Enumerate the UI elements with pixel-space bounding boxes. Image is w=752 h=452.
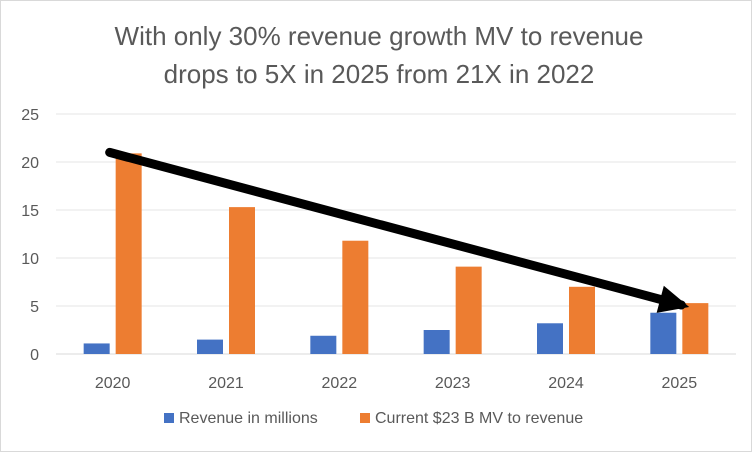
- bar-revenue-2020: [83, 343, 110, 354]
- x-tick-label: 2025: [662, 375, 698, 392]
- bars: [83, 153, 709, 354]
- legend-label-revenue: Revenue in millions: [179, 410, 318, 427]
- y-axis-ticks: 0 5 10 15 20 25: [21, 107, 39, 364]
- y-tick-label: 5: [30, 299, 39, 316]
- x-axis-ticks: 2020 2021 2022 2023 2024 2025: [95, 375, 697, 392]
- legend-swatch-mv-to-revenue: [360, 413, 370, 423]
- gridlines: [56, 113, 736, 355]
- x-tick-label: 2021: [208, 375, 244, 392]
- arrow-shaft: [105, 147, 686, 310]
- chart-title-line-1: With only 30% revenue growth MV to reven…: [115, 21, 644, 51]
- trend-arrow: [105, 147, 690, 313]
- y-tick-label: 15: [21, 203, 39, 220]
- bar-revenue-2021: [197, 339, 223, 354]
- legend: Revenue in millions Current $23 B MV to …: [164, 410, 583, 427]
- legend-label-mv-to-revenue: Current $23 B MV to revenue: [375, 410, 583, 427]
- x-tick-label: 2023: [435, 375, 471, 392]
- bar-revenue-2023: [423, 330, 450, 354]
- bar-revenue-2024: [537, 323, 563, 354]
- x-tick-label: 2022: [322, 375, 358, 392]
- arrow-head: [656, 285, 690, 313]
- legend-swatch-revenue: [164, 413, 174, 423]
- y-tick-label: 10: [21, 251, 39, 268]
- x-tick-label: 2020: [95, 375, 131, 392]
- bar-mv-to-revenue-2021: [229, 207, 255, 354]
- y-tick-label: 20: [21, 155, 39, 172]
- chart-title: With only 30% revenue growth MV to reven…: [115, 21, 644, 89]
- bar-revenue-2025: [650, 312, 677, 354]
- bar-mv-to-revenue-2025: [682, 303, 709, 354]
- chart-title-line-2: drops to 5X in 2025 from 21X in 2022: [164, 59, 595, 89]
- bar-revenue-2022: [310, 335, 337, 354]
- y-tick-label: 0: [30, 347, 39, 364]
- bar-mv-to-revenue-2020: [115, 153, 142, 354]
- y-tick-label: 25: [21, 107, 39, 124]
- bar-mv-to-revenue-2023: [455, 266, 482, 354]
- bar-mv-to-revenue-2022: [342, 240, 369, 354]
- x-tick-label: 2024: [548, 375, 584, 392]
- bar-mv-to-revenue-2024: [569, 286, 595, 354]
